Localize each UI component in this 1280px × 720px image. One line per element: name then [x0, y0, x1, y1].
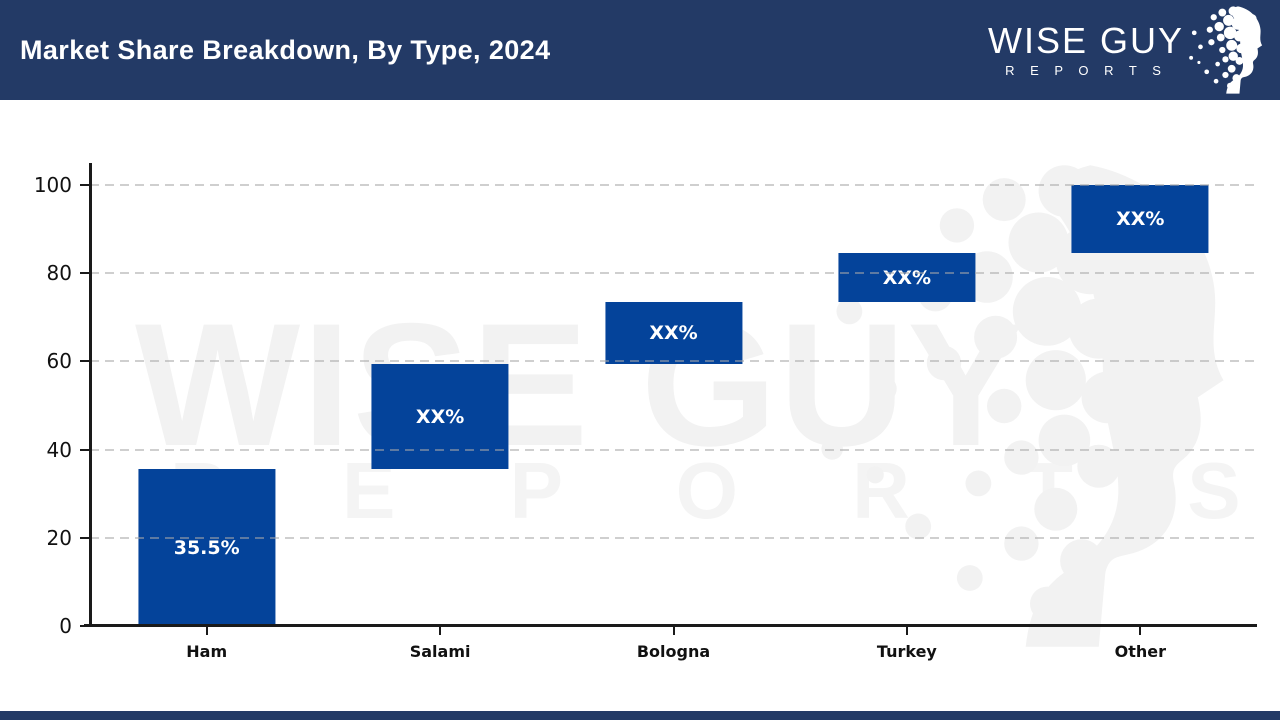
- x-tick-label-bologna: Bologna: [636, 642, 711, 661]
- y-tick-label: 20: [46, 525, 72, 550]
- x-tick-mark: [205, 626, 208, 635]
- y-tick-mark: [80, 184, 89, 187]
- grid-line: [90, 360, 1257, 363]
- plot-area: 0 20 40 60 80 100 35.5% Ham XX% Salami XX% Bologna X…: [34, 163, 1257, 661]
- bar-ham: 35.5%: [138, 469, 276, 626]
- y-tick-mark: [80, 272, 89, 275]
- bar-value-label: XX%: [649, 321, 698, 344]
- logo-wordmark-sub: R E P O R T S: [1005, 62, 1167, 78]
- page-title: Market Share Breakdown, By Type, 2024: [20, 34, 551, 65]
- grid-line: [90, 272, 1257, 275]
- y-tick-label: 60: [46, 349, 72, 374]
- y-tick-mark: [80, 360, 89, 363]
- y-tick-label: 100: [33, 173, 72, 198]
- x-tick-mark: [905, 626, 908, 635]
- bar-value-label: XX%: [882, 266, 932, 289]
- bar-turkey: XX%: [838, 253, 976, 302]
- bar-value-label: XX%: [1116, 208, 1165, 231]
- bar-salami: XX%: [371, 363, 509, 470]
- y-tick-label: 0: [59, 614, 72, 638]
- logo-wordmark: WISE GUY R E P O R T S: [987, 19, 1184, 78]
- bar-value-label: 35.5%: [173, 536, 240, 559]
- y-tick-label: 40: [46, 437, 72, 462]
- x-tick-label-salami: Salami: [409, 642, 471, 661]
- bar-other: XX%: [1071, 185, 1209, 254]
- y-tick-mark: [80, 448, 89, 451]
- grid-line: [90, 536, 1257, 539]
- header: Market Share Breakdown, By Type, 2024 WI…: [0, 0, 1280, 100]
- bar-value-label: XX%: [415, 405, 465, 428]
- logo-wordmark-main: WISE GUY: [987, 19, 1184, 61]
- footer-bar: [0, 711, 1280, 720]
- y-tick-label: 80: [46, 261, 72, 286]
- bar-bologna: XX%: [604, 301, 743, 364]
- y-tick-mark: [80, 536, 89, 539]
- x-tick-label-turkey: Turkey: [876, 642, 937, 661]
- x-tick-mark: [672, 626, 675, 635]
- y-axis-line: [89, 163, 92, 626]
- wise-guy-logo: WISE GUY R E P O R T S: [988, 6, 1266, 94]
- x-tick-label-ham: Ham: [186, 642, 228, 661]
- grid-line: [90, 184, 1257, 187]
- logo-head-icon: [1189, 6, 1263, 94]
- x-axis-line: [84, 624, 1257, 627]
- grid-line: [90, 448, 1257, 451]
- x-tick-mark: [1139, 626, 1142, 635]
- y-tick-mark: [80, 625, 89, 627]
- x-tick-label-other: Other: [1114, 642, 1166, 661]
- x-tick-mark: [439, 626, 442, 635]
